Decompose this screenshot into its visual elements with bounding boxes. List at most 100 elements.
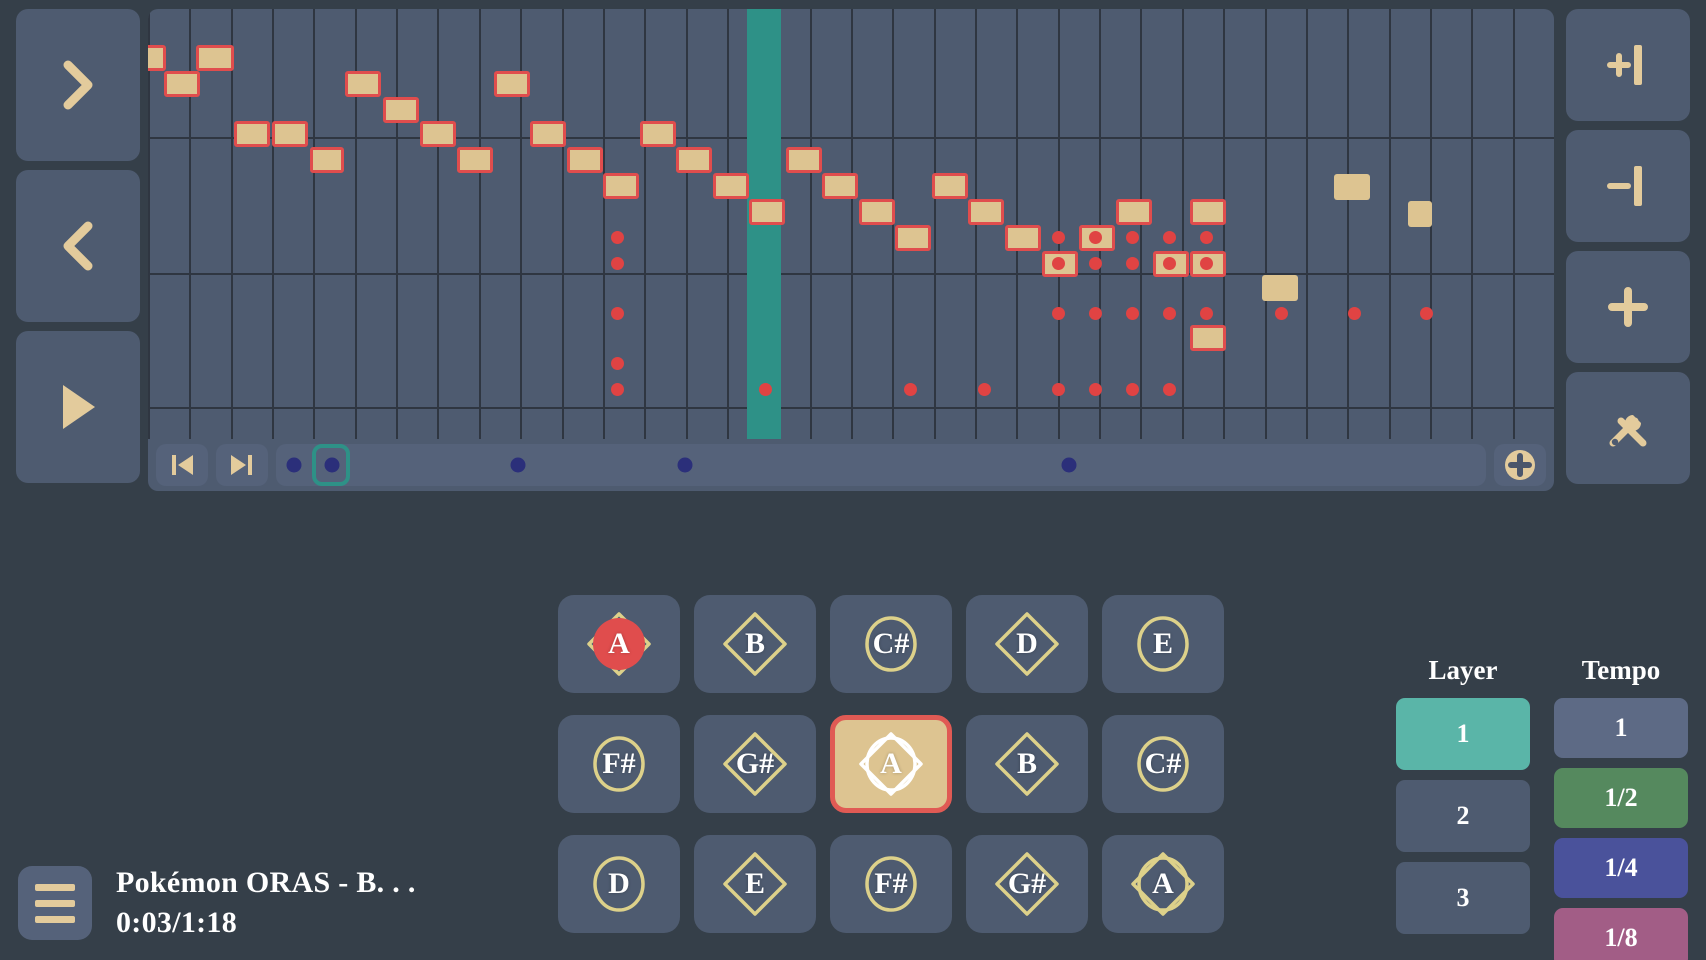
tempo-option-1[interactable]: 1 [1554,698,1688,758]
grid-note[interactable] [786,147,822,173]
grid-note[interactable] [457,147,493,173]
grid-note[interactable] [895,225,931,251]
grid-note[interactable] [822,173,858,199]
skip-next-button[interactable] [216,444,268,486]
tools-button[interactable] [1566,372,1690,484]
grid-note[interactable] [494,71,530,97]
grid-note[interactable] [234,121,270,147]
layer-option-2[interactable]: 2 [1396,780,1530,852]
hamburger-menu-button[interactable] [18,866,92,940]
grid-note[interactable] [676,147,712,173]
layer-note-dot [611,357,624,370]
grid-note[interactable] [859,199,895,225]
grid-note[interactable] [932,173,968,199]
grid-note[interactable] [1153,251,1189,277]
timeline-marker[interactable] [324,457,340,473]
chevron-right-icon [58,57,98,113]
note-key-label: C# [872,627,910,660]
grid-note[interactable] [420,121,456,147]
diamond-shape-icon [995,852,1059,916]
grid-column-line [1513,9,1515,439]
chevron-left-button[interactable] [16,170,140,322]
diamond-circle-shape-icon [859,732,923,796]
grid-note[interactable] [1190,199,1226,225]
grid-column-line [231,9,233,439]
chevron-right-button[interactable] [16,9,140,161]
grid-note[interactable] [1005,225,1041,251]
circle-shape-icon [865,616,917,672]
grid-column-line [148,9,150,439]
transport-bar [148,439,1554,491]
tempo-option-1-2[interactable]: 1/2 [1554,768,1688,828]
grid-row-line [148,137,1554,139]
grid-note[interactable] [1116,199,1152,225]
grid-note[interactable] [1190,251,1226,277]
timeline-marker[interactable] [677,457,693,473]
note-key-label: A [608,627,630,660]
note-key-fsharp-5[interactable]: F# [558,715,680,813]
tempo-option-1-4[interactable]: 1/4 [1554,838,1688,898]
note-key-csharp-9[interactable]: C# [1102,715,1224,813]
play-button[interactable] [16,331,140,483]
tempo-option-1-8[interactable]: 1/8 [1554,908,1688,960]
grid-note[interactable] [1079,225,1115,251]
timeline-marker[interactable] [1061,457,1077,473]
plus-bar-icon [1600,37,1656,93]
layer-note-dot [1163,383,1176,396]
remove-measure-button[interactable] [1566,130,1690,242]
grid-note[interactable] [1334,174,1370,200]
grid-note[interactable] [1262,275,1298,301]
note-key-e-11[interactable]: E [694,835,816,933]
timeline-marker[interactable] [510,457,526,473]
add-button[interactable] [1566,251,1690,363]
track-info: Pokémon ORAS - B. . . 0:03/1:18 [116,866,416,940]
note-key-a-0[interactable]: A [558,595,680,693]
note-key-a-7[interactable]: A [830,715,952,813]
add-measure-button[interactable] [1566,9,1690,121]
note-grid[interactable] [148,9,1554,439]
skip-previous-button[interactable] [156,444,208,486]
grid-note[interactable] [603,173,639,199]
note-key-fsharp-12[interactable]: F# [830,835,952,933]
note-key-csharp-2[interactable]: C# [830,595,952,693]
grid-note[interactable] [530,121,566,147]
layer-panel: Layer 1 2 3 [1396,655,1530,944]
grid-note[interactable] [713,173,749,199]
note-key-a-14[interactable]: A [1102,835,1224,933]
timeline-marker[interactable] [286,457,302,473]
note-key-gsharp-6[interactable]: G# [694,715,816,813]
grid-column-line [686,9,688,439]
circle-shape-icon [593,856,645,912]
grid-note[interactable] [968,199,1004,225]
note-key-d-10[interactable]: D [558,835,680,933]
grid-note[interactable] [164,71,200,97]
section-timeline[interactable] [276,444,1486,486]
grid-note[interactable] [345,71,381,97]
add-section-button[interactable] [1494,444,1546,486]
grid-note[interactable] [272,121,308,147]
layer-option-3[interactable]: 3 [1396,862,1530,934]
note-key-b-1[interactable]: B [694,595,816,693]
hamburger-menu-icon [35,899,75,907]
grid-note[interactable] [196,45,234,71]
timeline-selection[interactable] [312,444,351,486]
layer-option-1[interactable]: 1 [1396,698,1530,770]
note-key-e-4[interactable]: E [1102,595,1224,693]
grid-note[interactable] [1042,251,1078,277]
note-key-gsharp-13[interactable]: G# [966,835,1088,933]
note-key-b-8[interactable]: B [966,715,1088,813]
note-key-label: B [744,627,765,660]
grid-note[interactable] [749,199,785,225]
grid-note[interactable] [310,147,344,173]
grid-note[interactable] [383,97,419,123]
grid-note[interactable] [640,121,676,147]
grid-note[interactable] [1190,325,1226,351]
grid-note[interactable] [148,45,166,71]
note-key-d-3[interactable]: D [966,595,1088,693]
note-grid-panel[interactable] [148,9,1554,491]
grid-note[interactable] [567,147,603,173]
grid-column-line [1099,9,1101,439]
grid-note[interactable] [1408,201,1432,227]
grid-column-line [520,9,522,439]
circle-shape-icon [593,736,645,792]
